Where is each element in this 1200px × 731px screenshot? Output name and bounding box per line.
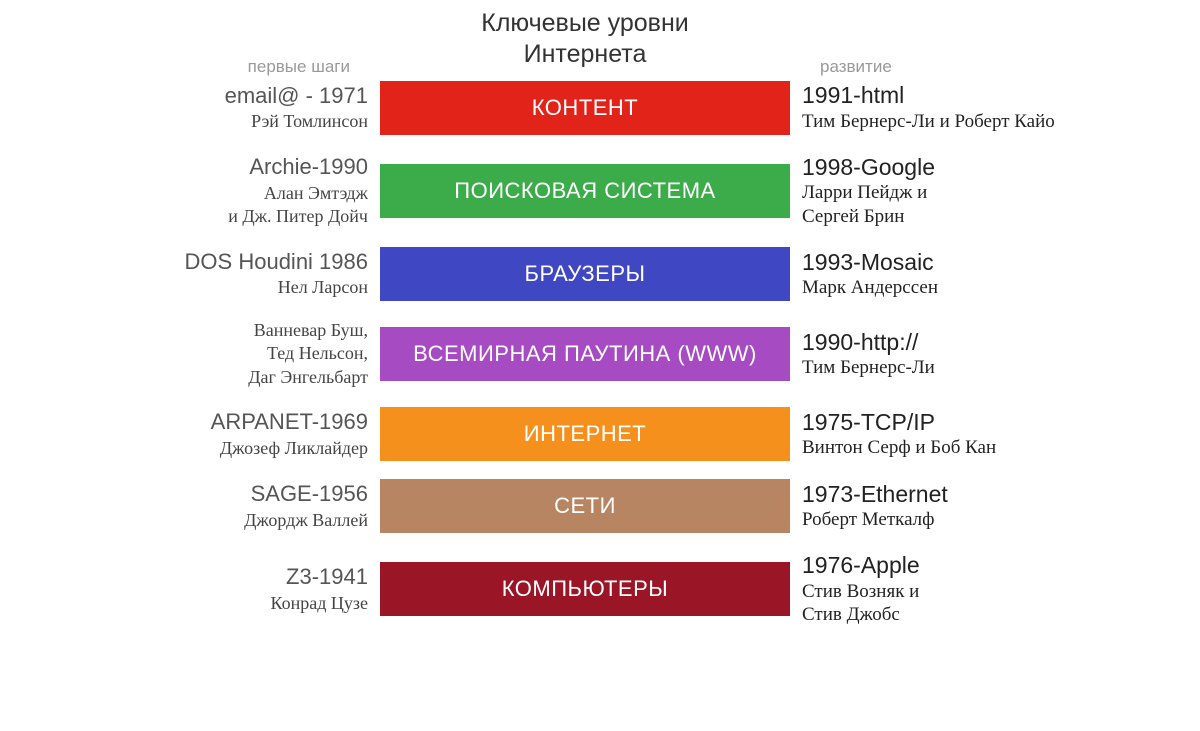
level-row: SAGE-1956Джордж Валлей СЕТИ 1973-EthernetР… xyxy=(0,479,1200,533)
level-bar-label: КОНТЕНТ xyxy=(532,95,639,121)
right-column: 1973-EthernetРоберт Меткалф xyxy=(790,480,1200,533)
left-title: Archie-1990 xyxy=(0,153,368,182)
left-column-header: первые шаги xyxy=(0,57,380,77)
right-title: 1993-Mosaic xyxy=(802,248,1200,277)
right-column: 1976-AppleСтив Возняк иСтив Джобс xyxy=(790,551,1200,627)
right-column-header: развитие xyxy=(790,57,1200,77)
right-subtitle: Винтон Серф и Боб Кан xyxy=(802,436,1200,460)
left-subtitle: Тед Нельсон, xyxy=(0,342,368,365)
level-row: Ванневар Буш,Тед Нельсон,Даг ЭнгельбартВ… xyxy=(0,319,1200,389)
right-title: 1990-http:// xyxy=(802,328,1200,357)
left-subtitle: Ванневар Буш, xyxy=(0,319,368,342)
right-title: 1976-Apple xyxy=(802,551,1200,580)
level-bar: БРАУЗЕРЫ xyxy=(380,247,790,301)
title-block: Ключевые уровни Интернета xyxy=(380,8,790,71)
left-subtitle: Конрад Цузе xyxy=(0,592,368,615)
level-bar-label: КОМПЬЮТЕРЫ xyxy=(502,576,669,602)
level-row: DOS Houdini 1986Нел Ларсон БРАУЗЕРЫ 1993-M… xyxy=(0,247,1200,301)
levels-container: email@ - 1971Рэй Томлинсон КОНТЕНТ 1991-ht… xyxy=(0,81,1200,628)
right-subtitle: Стив Возняк и xyxy=(802,580,1200,604)
right-subtitle: Марк Андерссен xyxy=(802,276,1200,300)
left-title: DOS Houdini 1986 xyxy=(0,248,368,277)
right-column: 1998-GoogleЛарри Пейдж иСергей Брин xyxy=(790,153,1200,229)
right-title: 1973-Ethernet xyxy=(802,480,1200,509)
left-title: SAGE-1956 xyxy=(0,480,368,509)
left-column: Ванневар Буш,Тед Нельсон,Даг Энгельбарт xyxy=(0,319,380,389)
right-title: 1998-Google xyxy=(802,153,1200,182)
right-subtitle: Ларри Пейдж и xyxy=(802,181,1200,205)
left-subtitle: Джозеф Ликлайдер xyxy=(0,437,368,460)
main-title-line1: Ключевые уровни xyxy=(380,8,790,39)
level-bar: КОНТЕНТ xyxy=(380,81,790,135)
left-title: Z3-1941 xyxy=(0,563,368,592)
left-column: Z3-1941Конрад Цузе xyxy=(0,563,380,615)
left-subtitle: Джордж Валлей xyxy=(0,509,368,532)
level-bar: КОМПЬЮТЕРЫ xyxy=(380,562,790,616)
left-subtitle: и Дж. Питер Дойч xyxy=(0,205,368,228)
level-bar-label: ИНТЕРНЕТ xyxy=(524,421,647,447)
level-bar: ВСЕМИРНАЯ ПАУТИНА (WWW) xyxy=(380,327,790,381)
left-subtitle: Рэй Томлинсон xyxy=(0,110,368,133)
left-column: DOS Houdini 1986Нел Ларсон xyxy=(0,248,380,300)
left-column: SAGE-1956Джордж Валлей xyxy=(0,480,380,532)
left-column: email@ - 1971Рэй Томлинсон xyxy=(0,82,380,134)
right-subtitle: Тим Бернерс-Ли xyxy=(802,356,1200,380)
right-column: 1975-TCP/IPВинтон Серф и Боб Кан xyxy=(790,408,1200,461)
right-subtitle: Сергей Брин xyxy=(802,205,1200,229)
left-column: Archie-1990Алан Эмтэджи Дж. Питер Дойч xyxy=(0,153,380,228)
level-bar: СЕТИ xyxy=(380,479,790,533)
right-column: 1991-htmlТим Бернерс-Ли и Роберт Кайо xyxy=(790,81,1200,134)
right-subtitle: Роберт Меткалф xyxy=(802,508,1200,532)
right-subtitle: Тим Бернерс-Ли и Роберт Кайо xyxy=(802,110,1200,134)
left-column: ARPANET-1969Джозеф Ликлайдер xyxy=(0,408,380,460)
level-row: Z3-1941Конрад ЦузеКОМПЬЮТЕРЫ1976-AppleСт… xyxy=(0,551,1200,627)
level-bar-label: ВСЕМИРНАЯ ПАУТИНА (WWW) xyxy=(413,341,757,367)
level-bar: ИНТЕРНЕТ xyxy=(380,407,790,461)
header-row: первые шаги Ключевые уровни Интернета ра… xyxy=(0,8,1200,77)
right-title: 1991-html xyxy=(802,81,1200,110)
right-subtitle: Стив Джобс xyxy=(802,603,1200,627)
left-subtitle: Даг Энгельбарт xyxy=(0,366,368,389)
left-subtitle: Нел Ларсон xyxy=(0,276,368,299)
level-row: email@ - 1971Рэй Томлинсон КОНТЕНТ 1991-ht… xyxy=(0,81,1200,135)
left-title: email@ - 1971 xyxy=(0,82,368,111)
level-row: ARPANET-1969Джозеф Ликлайдер ИНТЕРНЕТ 1975… xyxy=(0,407,1200,461)
level-bar-label: ПОИСКОВАЯ СИСТЕМА xyxy=(454,178,715,204)
level-bar-label: СЕТИ xyxy=(554,493,616,519)
right-column: 1993-MosaicМарк Андерссен xyxy=(790,248,1200,301)
right-title: 1975-TCP/IP xyxy=(802,408,1200,437)
level-row: Archie-1990Алан Эмтэджи Дж. Питер Дойч ПО… xyxy=(0,153,1200,229)
level-bar: ПОИСКОВАЯ СИСТЕМА xyxy=(380,164,790,218)
main-title-line2: Интернета xyxy=(380,39,790,70)
right-column: 1990-http://Тим Бернерс-Ли xyxy=(790,328,1200,381)
level-bar-label: БРАУЗЕРЫ xyxy=(525,261,646,287)
left-title: ARPANET-1969 xyxy=(0,408,368,437)
left-subtitle: Алан Эмтэдж xyxy=(0,182,368,205)
